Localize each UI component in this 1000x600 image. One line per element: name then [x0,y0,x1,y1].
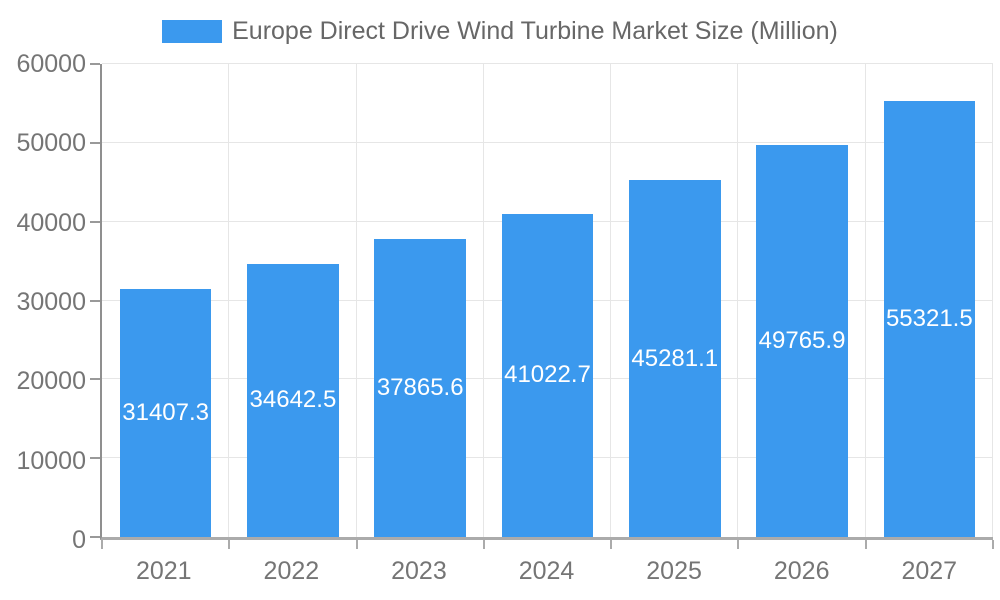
x-tick-label-2026: 2026 [773,557,830,585]
x-axis-tick [101,540,103,549]
v-gridline [355,64,357,537]
x-axis-tick [992,540,994,549]
bar-value-label: 41022.7 [504,361,591,389]
bar-2023[interactable]: 37865.6 [374,238,467,537]
y-axis-tick [90,220,100,223]
y-tick-label: 10000 [16,446,86,475]
bar-cell-2022: 34642.5 [229,64,356,537]
bar-value-label: 31407.3 [122,399,210,427]
x-axis-tick [737,540,740,549]
v-gridline [737,64,739,537]
bar-value-label: 55321.5 [885,304,973,332]
y-axis-tick [90,536,100,538]
y-axis-labels: 0 10000 20000 30000 40000 50000 60000 [0,50,86,554]
x-axis-tick [228,540,231,549]
x-tick-label-2024: 2024 [518,557,575,585]
bar-2026[interactable]: 49765.9 [756,144,848,537]
bar-cell-2024: 41022.7 [484,64,611,537]
bar-2022[interactable]: 34642.5 [247,263,339,537]
y-axis-tick [90,63,100,65]
y-tick-label: 60000 [16,50,86,78]
v-gridline [610,64,612,537]
bar-2024[interactable]: 41022.7 [501,213,594,537]
x-tick-label-2021: 2021 [135,557,192,585]
bar-2021[interactable]: 31407.3 [119,289,212,537]
y-axis-tick [90,141,100,144]
x-axis-tick [355,540,358,549]
x-tick-label-2025: 2025 [646,557,702,585]
bar-cell-2027: 55321.5 [866,64,993,537]
bar-series: 31407.3 34642.5 37865.6 41022.7 45281.1 49765… [102,64,993,537]
legend-item[interactable]: Europe Direct Drive Wind Turbine Market … [0,16,1000,46]
bar-cell-2023: 37865.6 [357,64,484,537]
bar-value-label: 45281.1 [631,344,719,372]
y-tick-label: 30000 [16,288,86,316]
bar-cell-2021: 31407.3 [102,64,229,537]
x-axis-tick [864,540,867,549]
y-axis-tick [90,299,100,302]
x-axis-tick [610,540,613,549]
x-tick-label-2027: 2027 [901,557,958,585]
y-axis-tick [90,378,100,381]
x-axis-tick [482,540,485,549]
bar-cell-2025: 45281.1 [611,64,738,537]
y-tick-label: 40000 [16,208,86,237]
bar-2027[interactable]: 55321.5 [883,100,976,537]
y-tick-label: 50000 [16,129,86,158]
bar-value-label: 49765.9 [758,326,846,354]
x-tick-label-2022: 2022 [263,557,320,585]
x-tick-label-2023: 2023 [391,557,447,585]
h-gridline [102,141,993,143]
bar-cell-2026: 49765.9 [738,64,865,537]
y-tick-label: 20000 [16,367,86,396]
v-gridline [864,64,866,537]
v-gridline [482,64,484,537]
v-gridline [228,64,230,537]
bar-value-label: 37865.6 [376,373,464,401]
x-axis-labels: 2021 2022 2023 2024 2025 2026 2027 [100,555,993,589]
axis-ticks [90,63,994,549]
bar-value-label: 34642.5 [249,386,337,414]
bar-2025[interactable]: 45281.1 [628,180,721,537]
legend-swatch[interactable] [162,19,223,43]
legend-label: Europe Direct Drive Wind Turbine Market … [232,17,838,45]
y-axis-tick [90,457,100,460]
y-tick-label: 0 [72,526,86,554]
v-gridline [992,64,993,537]
h-gridline [102,63,993,64]
plot-area: 31407.3 34642.5 37865.6 41022.7 45281.1 49765… [90,63,994,549]
